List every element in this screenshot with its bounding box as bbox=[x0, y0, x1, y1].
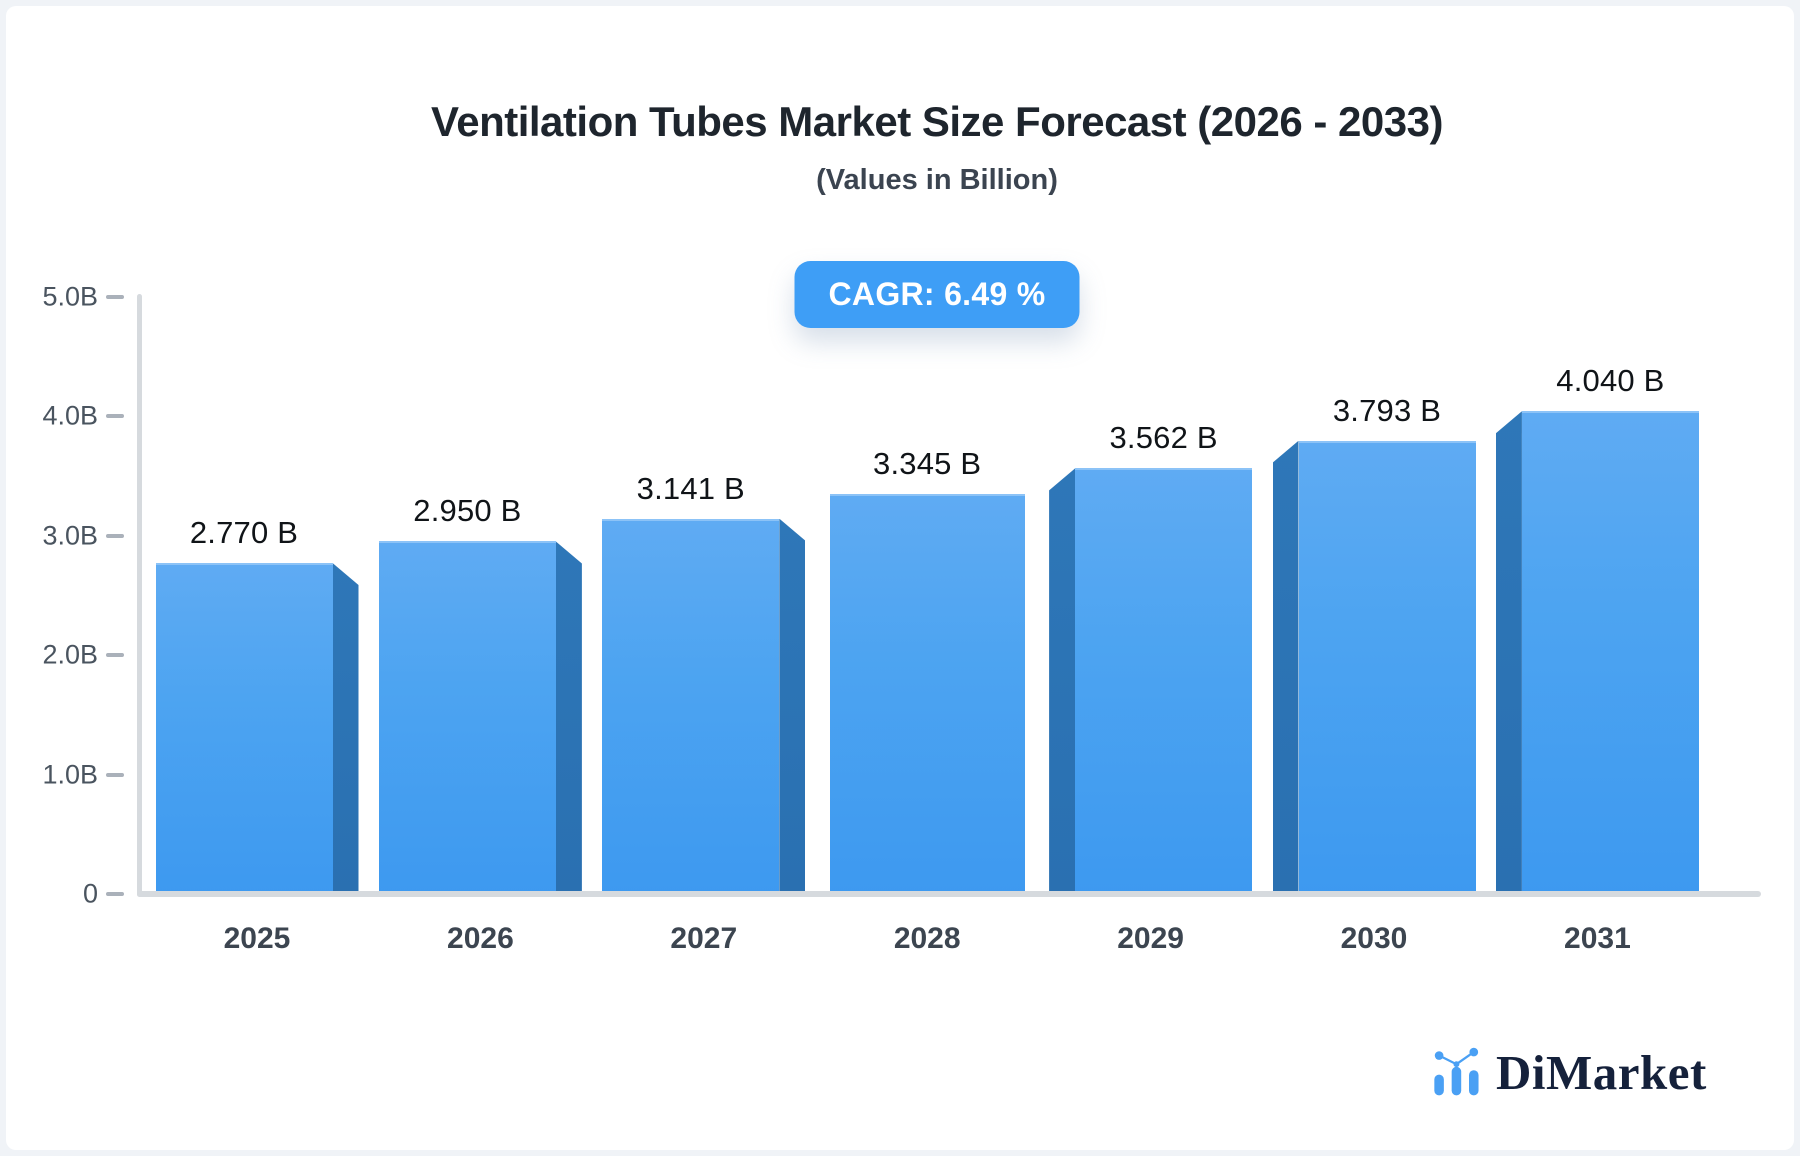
bar bbox=[378, 541, 582, 895]
y-axis-tick-label: 5.0B bbox=[42, 281, 98, 311]
bar bbox=[1049, 468, 1253, 895]
bar bbox=[829, 494, 1025, 895]
chart-subtitle: (Values in Billion) bbox=[816, 164, 1058, 196]
y-axis-tick-mark bbox=[106, 294, 124, 299]
bar-side-face bbox=[332, 562, 359, 895]
bar-face bbox=[829, 494, 1025, 895]
bar-face bbox=[155, 562, 333, 895]
bar bbox=[602, 518, 806, 895]
bar-value-label: 2.950 B bbox=[413, 493, 522, 529]
chart-card: Ventilation Tubes Market Size Forecast (… bbox=[6, 6, 1794, 1150]
y-axis-tick-label: 3.0B bbox=[42, 520, 98, 550]
bar-value-label: 3.793 B bbox=[1332, 392, 1442, 428]
bar-chart-logo-icon bbox=[1434, 1047, 1479, 1096]
brand-logo-text: DiMarket bbox=[1496, 1044, 1707, 1100]
chart-title: Ventilation Tubes Market Size Forecast (… bbox=[431, 98, 1443, 145]
y-axis-line bbox=[137, 294, 142, 897]
bar-value-label: 2.770 B bbox=[189, 514, 299, 550]
x-axis-label: 2026 bbox=[447, 922, 514, 955]
x-axis-label: 2030 bbox=[1340, 922, 1408, 955]
x-axis-label: 2031 bbox=[1564, 922, 1631, 955]
y-axis-tick-label: 4.0B bbox=[42, 400, 98, 431]
y-axis-tick-mark bbox=[106, 892, 124, 896]
bar-value-label: 3.345 B bbox=[873, 446, 982, 482]
x-axis-label: 2027 bbox=[670, 922, 738, 955]
y-axis-tick-label: 2.0B bbox=[42, 639, 98, 670]
x-axis-label: 2029 bbox=[1117, 922, 1184, 955]
bar-face bbox=[602, 518, 780, 895]
y-axis-tick-mark bbox=[106, 653, 124, 657]
bar-face bbox=[1075, 468, 1253, 895]
bar-value-label: 3.141 B bbox=[636, 470, 745, 506]
bar-value-label: 3.562 B bbox=[1109, 420, 1218, 456]
chart-plot: Ventilation Tubes Market Size Forecast (… bbox=[6, 6, 1794, 1150]
bar-value-label: 4.040 B bbox=[1556, 363, 1665, 399]
x-axis-line bbox=[137, 891, 1761, 897]
bar bbox=[1495, 411, 1699, 895]
bar-side-face bbox=[1272, 440, 1299, 895]
x-axis-label: 2028 bbox=[893, 922, 961, 955]
bar-side-face bbox=[1049, 468, 1076, 895]
bar-face bbox=[378, 541, 556, 895]
bar-face bbox=[1521, 411, 1699, 895]
y-axis-tick-label: 0 bbox=[82, 878, 98, 909]
bar bbox=[155, 562, 359, 895]
bar-side-face bbox=[555, 541, 582, 895]
bar bbox=[1272, 440, 1476, 895]
bar-side-face bbox=[1495, 411, 1522, 895]
y-axis-tick-label: 1.0B bbox=[42, 759, 98, 789]
cagr-badge: CAGR: 6.49 % bbox=[794, 261, 1080, 328]
y-axis-tick-mark bbox=[106, 533, 124, 538]
bar-face bbox=[1298, 440, 1476, 895]
y-axis-tick-mark bbox=[106, 414, 124, 418]
bar-side-face bbox=[779, 518, 806, 895]
brand-logo: DiMarket bbox=[1430, 1046, 1707, 1098]
x-axis-label: 2025 bbox=[223, 922, 291, 955]
y-axis-tick-mark bbox=[106, 772, 124, 777]
